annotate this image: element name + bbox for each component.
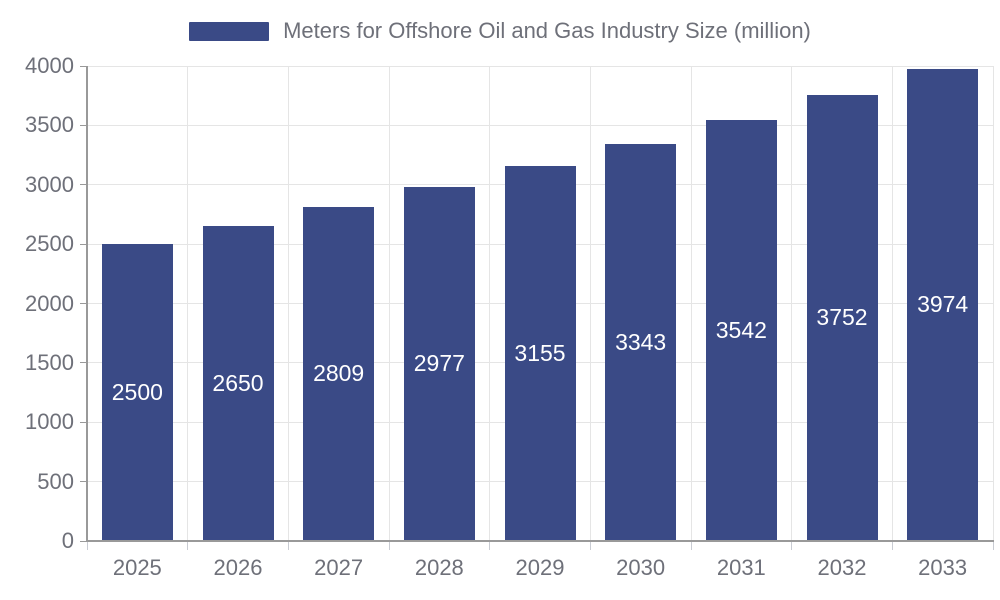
v-gridline xyxy=(589,66,591,541)
x-axis-label: 2026 xyxy=(213,555,263,580)
x-axis-label: 2033 xyxy=(918,555,968,580)
y-axis-label: 0 xyxy=(61,528,74,553)
y-axis-label: 3000 xyxy=(25,171,74,197)
y-axis-tick xyxy=(80,421,87,423)
bar[interactable]: 2650 xyxy=(202,226,274,540)
bar-value-label: 3752 xyxy=(816,304,868,331)
v-gridline xyxy=(489,66,491,541)
y-axis-label: 3500 xyxy=(25,112,74,138)
y-axis-label: 500 xyxy=(37,468,74,494)
y-axis-label: 1000 xyxy=(25,409,74,435)
x-axis-label: 2031 xyxy=(716,555,766,580)
y-axis-tick xyxy=(80,481,87,483)
chart-legend[interactable]: Meters for Offshore Oil and Gas Industry… xyxy=(0,18,1000,44)
y-axis-label: 1500 xyxy=(25,349,74,375)
legend-swatch xyxy=(189,21,270,41)
bar-value-label: 2977 xyxy=(413,350,465,377)
x-axis-label: 2032 xyxy=(817,555,867,580)
legend-label: Meters for Offshore Oil and Gas Industry… xyxy=(283,18,811,43)
x-axis-tick xyxy=(86,542,88,550)
bar-value-label: 3974 xyxy=(917,291,969,318)
x-axis-tick xyxy=(489,542,491,550)
y-axis-tick xyxy=(80,303,87,304)
bar-value-label: 2650 xyxy=(212,369,264,396)
v-gridline xyxy=(791,66,793,541)
x-axis-tick xyxy=(388,542,390,550)
h-gridline xyxy=(87,124,993,126)
y-axis-line xyxy=(86,66,88,542)
bar[interactable]: 3542 xyxy=(705,120,777,540)
x-axis-label: 2029 xyxy=(515,555,565,580)
bar[interactable]: 2977 xyxy=(403,187,475,540)
bar[interactable]: 2500 xyxy=(101,244,173,540)
y-axis-tick xyxy=(80,65,87,67)
v-gridline xyxy=(187,66,189,541)
y-axis-tick xyxy=(80,243,87,245)
v-gridline xyxy=(891,66,893,541)
bar[interactable]: 3974 xyxy=(907,69,979,540)
y-axis-tick xyxy=(80,540,87,542)
bar-value-label: 2500 xyxy=(111,378,163,405)
x-axis-label: 2027 xyxy=(314,555,364,580)
y-axis-tick xyxy=(80,362,87,364)
x-axis-line xyxy=(86,540,994,542)
bar[interactable]: 3343 xyxy=(605,144,677,540)
v-gridline xyxy=(690,66,692,541)
bar[interactable]: 3155 xyxy=(504,166,576,540)
v-gridline xyxy=(287,66,289,541)
y-axis-label: 4000 xyxy=(25,53,74,78)
bar[interactable]: 3752 xyxy=(806,95,878,540)
x-axis-tick xyxy=(589,542,591,550)
x-axis-label: 2028 xyxy=(414,555,464,580)
x-axis-label: 2030 xyxy=(616,555,666,580)
x-axis-tick xyxy=(891,542,893,550)
x-axis-tick xyxy=(690,542,692,550)
bar-value-label: 3343 xyxy=(615,328,667,355)
x-axis-tick xyxy=(287,542,289,550)
x-axis-label: 2025 xyxy=(112,555,162,580)
v-gridline xyxy=(992,66,994,541)
bar[interactable]: 2809 xyxy=(303,207,375,540)
x-axis-tick xyxy=(187,542,189,550)
bar-value-label: 3155 xyxy=(514,339,566,366)
bar-value-label: 3542 xyxy=(715,316,767,343)
x-axis-tick xyxy=(791,542,793,550)
v-gridline xyxy=(388,66,390,541)
y-axis-label: 2500 xyxy=(25,231,74,257)
y-axis-label: 2000 xyxy=(25,290,74,316)
y-axis-tick xyxy=(80,124,87,126)
bar-value-label: 2809 xyxy=(313,360,365,387)
h-gridline xyxy=(87,65,993,67)
x-axis-tick xyxy=(992,542,994,550)
y-axis-tick xyxy=(80,184,87,186)
